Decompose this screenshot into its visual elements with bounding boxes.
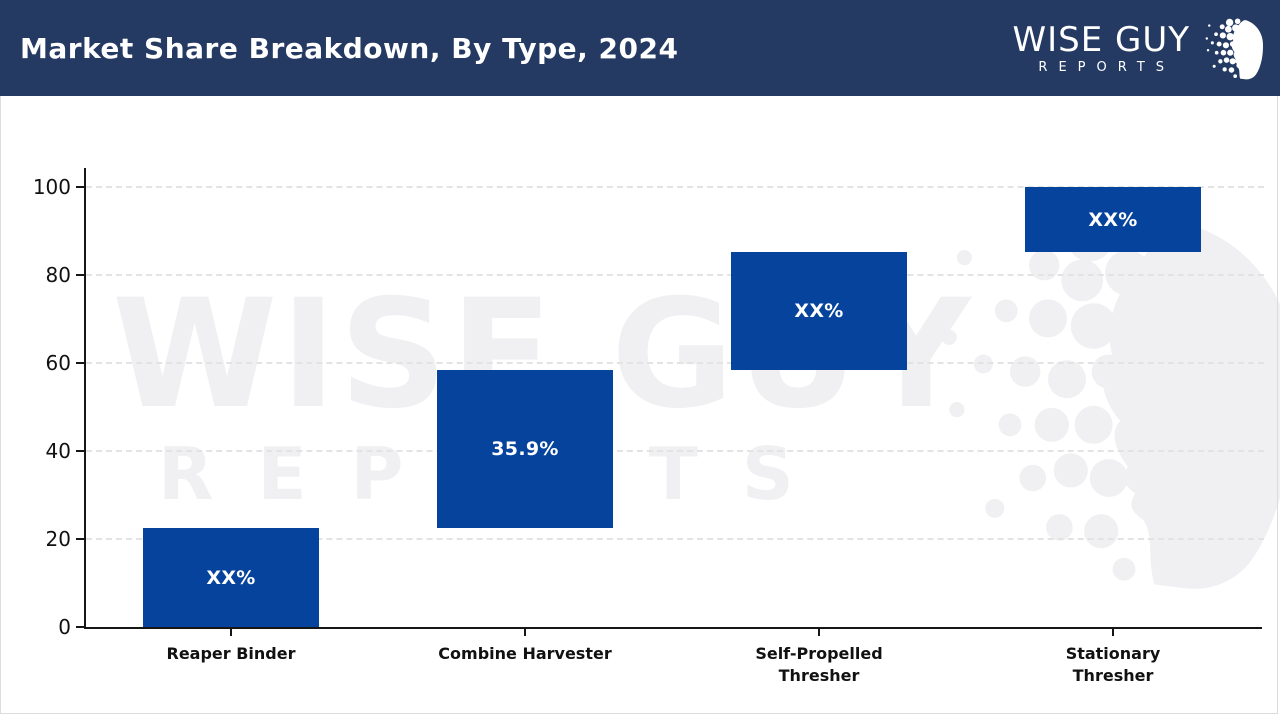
x-tick-3 (818, 629, 820, 636)
y-tick-0 (76, 626, 84, 628)
y-tick-label-40: 40 (45, 439, 71, 463)
chart-title: Market Share Breakdown, By Type, 2024 (20, 31, 679, 65)
y-axis-line (84, 168, 86, 629)
bar-value-label-3: XX% (794, 300, 844, 323)
brand-subtitle: REPORTS (1038, 59, 1176, 75)
x-category-label-2: Combine Harvester (438, 644, 612, 663)
brand-text: WISE GUY REPORTS (1012, 20, 1190, 75)
bar-value-label-2: 35.9% (491, 438, 559, 461)
bar-1: XX% (143, 528, 319, 627)
y-tick-label-0: 0 (58, 615, 71, 639)
y-tick-label-60: 60 (45, 351, 71, 375)
bar-value-label-4: XX% (1088, 208, 1138, 231)
bar-2: 35.9% (437, 370, 613, 529)
y-tick-label-100: 100 (32, 175, 71, 199)
gridline-60 (86, 362, 1264, 364)
y-tick-label-20: 20 (45, 527, 71, 551)
x-tick-4 (1112, 629, 1114, 636)
x-tick-1 (230, 629, 232, 636)
x-category-label-4: Stationary Thresher (1065, 644, 1161, 685)
bar-3: XX% (731, 252, 907, 371)
brand-face-icon (1205, 18, 1264, 80)
x-tick-2 (524, 629, 526, 636)
gridline-80 (86, 274, 1264, 276)
y-tick-20 (76, 538, 84, 540)
gridline-40 (86, 450, 1264, 452)
y-tick-label-80: 80 (45, 263, 71, 287)
brand-name: WISE GUY (1012, 20, 1190, 61)
watermark-face-icon (941, 213, 1280, 589)
header-bar: Market Share Breakdown, By Type, 2024 WI… (0, 0, 1280, 96)
x-category-label-3: Self-Propelled Thresher (755, 644, 883, 685)
x-category-label-1: Reaper Binder (166, 644, 296, 663)
bar-4: XX% (1025, 187, 1201, 253)
y-tick-80 (76, 274, 84, 276)
gridline-20 (86, 538, 1264, 540)
x-axis-line (84, 627, 1262, 629)
y-tick-100 (76, 186, 84, 188)
y-tick-60 (76, 362, 84, 364)
y-tick-40 (76, 450, 84, 452)
bar-value-label-1: XX% (206, 566, 256, 589)
gridline-100 (86, 186, 1264, 188)
brand-logo: WISE GUY REPORTS (1012, 8, 1266, 90)
